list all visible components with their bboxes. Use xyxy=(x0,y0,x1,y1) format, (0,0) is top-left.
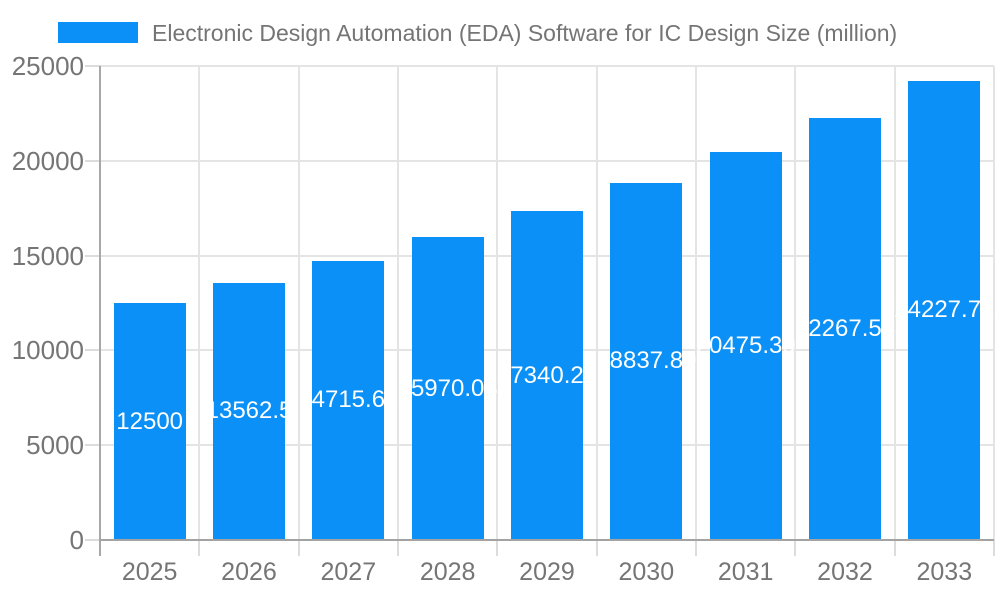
bar-value-label: 20475.39 xyxy=(695,331,796,359)
bar-value-label: 14715.62 xyxy=(298,386,399,414)
x-axis-label: 2032 xyxy=(817,558,873,586)
x-tick xyxy=(397,540,399,556)
x-axis-label: 2026 xyxy=(221,558,277,586)
x-axis-label: 2028 xyxy=(419,558,476,586)
x-axis-label: 2031 xyxy=(717,558,774,586)
y-axis-label: 10000 xyxy=(11,335,84,366)
x-tick xyxy=(893,540,896,556)
y-tick xyxy=(85,349,100,352)
x-tick xyxy=(198,540,201,556)
gridline-v xyxy=(198,66,201,540)
y-axis-line xyxy=(99,66,101,556)
legend-label: Electronic Design Automation (EDA) Softw… xyxy=(152,20,898,46)
x-axis-label: 2029 xyxy=(519,558,575,586)
gridline-v xyxy=(595,66,598,540)
x-tick xyxy=(496,540,499,556)
bar-value-label: 17340.28 xyxy=(496,361,598,389)
gridline-h xyxy=(100,65,994,67)
x-axis-label: 2025 xyxy=(121,558,178,586)
x-axis-line xyxy=(100,539,994,541)
gridline-v xyxy=(496,66,499,540)
x-tick xyxy=(794,540,797,556)
bar[interactable]: 24227.71 xyxy=(894,80,994,540)
bar[interactable]: 18837.80 xyxy=(596,182,696,540)
x-tick xyxy=(297,540,300,556)
y-axis-label: 0 xyxy=(69,525,84,555)
y-tick xyxy=(85,444,100,447)
bar[interactable]: 12500 xyxy=(113,303,186,540)
x-tick xyxy=(993,540,995,556)
y-tick xyxy=(85,159,100,162)
y-tick xyxy=(85,539,100,541)
x-axis-label: 2030 xyxy=(618,558,675,586)
gridline-v xyxy=(695,66,697,540)
gridline-h xyxy=(100,159,994,162)
y-tick xyxy=(85,254,100,257)
x-tick xyxy=(695,540,697,556)
gridline-v xyxy=(397,66,399,540)
gridline-v xyxy=(794,66,797,540)
bar[interactable]: 13562.5 xyxy=(206,282,292,540)
bar[interactable]: 17340.28 xyxy=(497,211,597,540)
x-tick xyxy=(595,540,598,556)
y-tick xyxy=(85,65,100,67)
bar-value-label: 12500 xyxy=(116,407,184,435)
y-axis-label: 25000 xyxy=(11,51,84,81)
y-axis-label: 20000 xyxy=(11,145,84,176)
bar[interactable]: 20475.39 xyxy=(696,151,796,540)
gridline-v xyxy=(893,66,896,540)
x-axis-label: 2033 xyxy=(916,558,973,586)
x-axis-label: 2027 xyxy=(320,558,377,586)
bar[interactable]: 15970.03 xyxy=(398,237,498,540)
gridline-v xyxy=(993,66,995,540)
bar-value-label: 22267.54 xyxy=(794,314,896,342)
bar-value-label: 13562.5 xyxy=(205,397,293,425)
legend-swatch-icon xyxy=(58,22,138,43)
bar[interactable]: 22267.54 xyxy=(795,117,895,540)
y-axis-label: 15000 xyxy=(11,240,84,271)
bar-value-label: 15970.03 xyxy=(397,374,498,402)
bar-value-label: 24227.71 xyxy=(894,296,995,324)
bar[interactable]: 14715.62 xyxy=(298,260,398,540)
gridline-v xyxy=(297,66,300,540)
y-axis-label: 5000 xyxy=(26,430,84,461)
bar-value-label: 18837.80 xyxy=(596,347,697,375)
